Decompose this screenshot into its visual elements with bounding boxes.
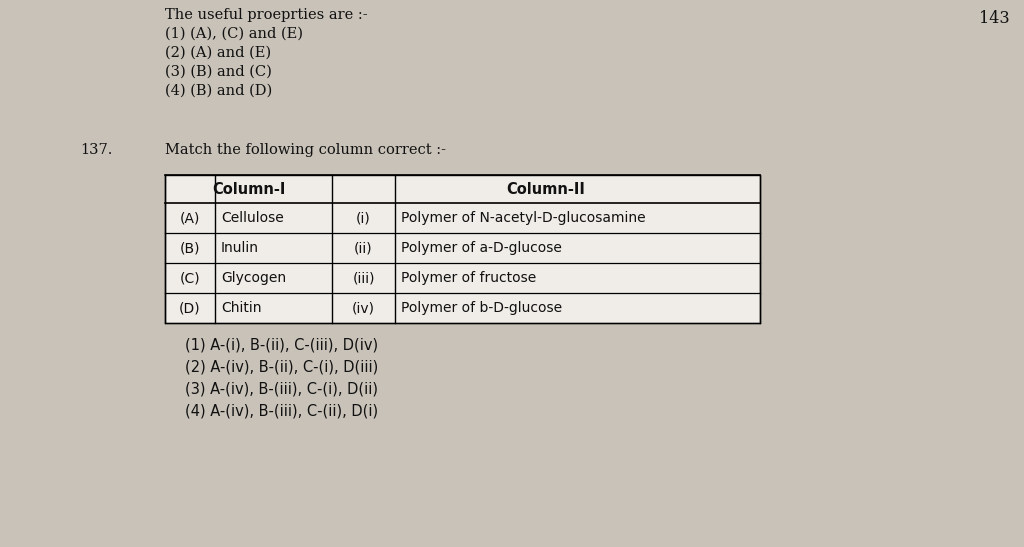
Text: (1) (A), (C) and (E): (1) (A), (C) and (E) [165, 27, 303, 41]
Text: (iv): (iv) [352, 301, 375, 315]
Text: Match the following column correct :-: Match the following column correct :- [165, 143, 446, 157]
Text: (3) A-(iv), B-(iii), C-(i), D(ii): (3) A-(iv), B-(iii), C-(i), D(ii) [185, 382, 378, 397]
Text: (C): (C) [179, 271, 201, 285]
Text: (ii): (ii) [354, 241, 373, 255]
Bar [165, 175, 760, 323]
Text: (iii): (iii) [352, 271, 375, 285]
Text: 143: 143 [979, 10, 1010, 27]
Text: (3) (B) and (C): (3) (B) and (C) [165, 65, 272, 79]
Text: (D): (D) [179, 301, 201, 315]
Text: (2) (A) and (E): (2) (A) and (E) [165, 46, 271, 60]
Text: Glycogen: Glycogen [221, 271, 286, 285]
Text: Polymer of fructose: Polymer of fructose [401, 271, 537, 285]
Text: (4) (B) and (D): (4) (B) and (D) [165, 84, 272, 98]
Text: Inulin: Inulin [221, 241, 259, 255]
Text: Polymer of b-D-glucose: Polymer of b-D-glucose [401, 301, 562, 315]
Text: (B): (B) [180, 241, 201, 255]
Text: (2) A-(iv), B-(ii), C-(i), D(iii): (2) A-(iv), B-(ii), C-(i), D(iii) [185, 360, 378, 375]
Text: (A): (A) [180, 211, 200, 225]
Text: (4) A-(iv), B-(iii), C-(ii), D(i): (4) A-(iv), B-(iii), C-(ii), D(i) [185, 404, 378, 419]
Text: Polymer of N-acetyl-D-glucosamine: Polymer of N-acetyl-D-glucosamine [401, 211, 645, 225]
Text: The useful proeprties are :-: The useful proeprties are :- [165, 8, 368, 22]
Text: Column-I: Column-I [212, 182, 286, 196]
Text: Chitin: Chitin [221, 301, 261, 315]
Text: (1) A-(i), B-(ii), C-(iii), D(iv): (1) A-(i), B-(ii), C-(iii), D(iv) [185, 338, 378, 353]
Text: Polymer of a-D-glucose: Polymer of a-D-glucose [401, 241, 562, 255]
Text: Column-II: Column-II [507, 182, 586, 196]
Text: Cellulose: Cellulose [221, 211, 284, 225]
Text: 137.: 137. [80, 143, 113, 157]
Text: (i): (i) [356, 211, 371, 225]
